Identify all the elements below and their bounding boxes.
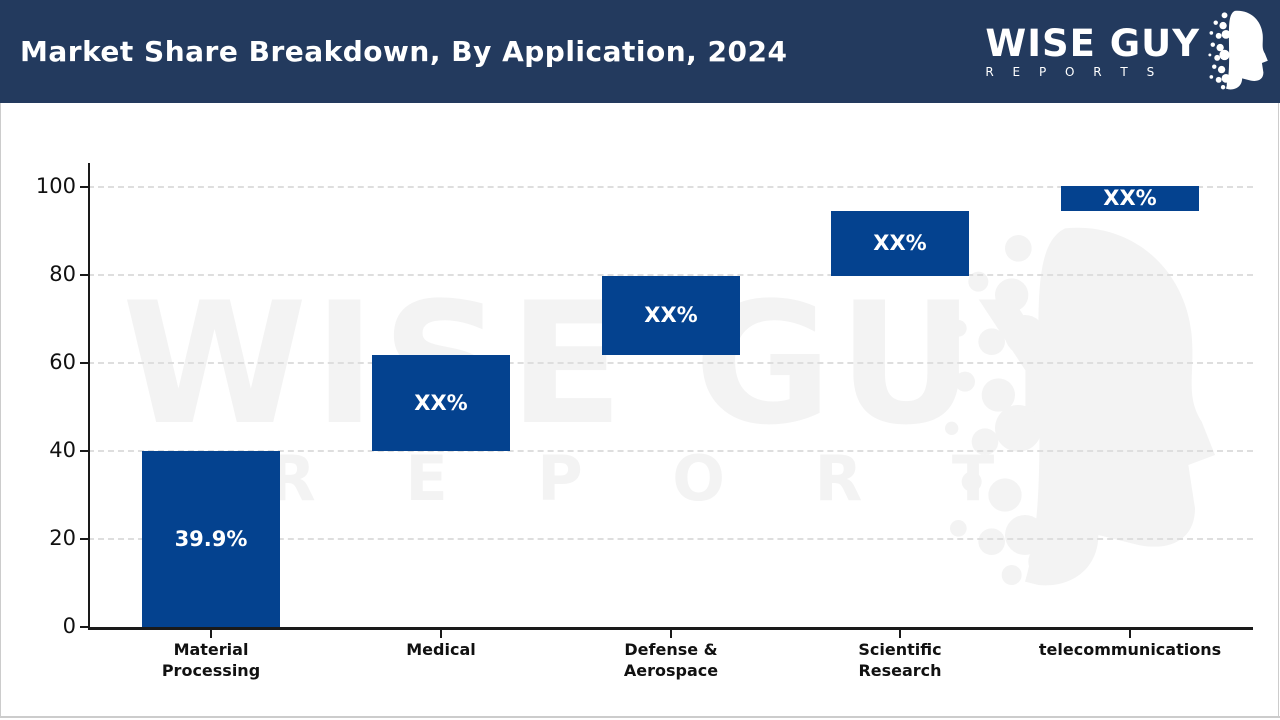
y-axis-tick-mark-40 [80, 450, 88, 452]
y-axis-line [88, 163, 90, 630]
x-axis-category-label-5: telecommunications [1038, 640, 1222, 659]
y-axis-tick-mark-20 [80, 538, 88, 540]
wiseguy-face-logo-icon [1208, 10, 1268, 89]
wiseguy-logo: WISE GUY R E P O R T S [985, 0, 1270, 103]
y-axis-tick-label-60: 60 [49, 350, 76, 374]
x-axis-category-label-1: Material Processing [161, 640, 261, 680]
watermark-text-reports: R E P O R T S [268, 442, 1163, 515]
x-axis-tick-mark-4 [899, 630, 901, 638]
x-axis-tick-mark-5 [1129, 630, 1131, 638]
bar-segment-1-text: 39.9% [174, 527, 248, 552]
y-axis-tick-mark-0 [80, 626, 88, 628]
y-axis-tick-label-20: 20 [49, 526, 76, 550]
gridline-20 [88, 538, 1253, 540]
wiseguy-face-watermark-icon [945, 227, 1215, 586]
bar-segment-4-text: XX% [873, 231, 927, 256]
x-axis-tick-mark-1 [210, 630, 212, 638]
bar-segment-3-text: XX% [644, 303, 698, 328]
page-right-border [1278, 103, 1279, 716]
y-axis-tick-label-100: 100 [35, 174, 76, 198]
header-bar: Market Share Breakdown, By Application, … [0, 0, 1280, 103]
x-axis-line [88, 627, 1253, 630]
bar-segment-2-text: XX% [414, 391, 468, 416]
page-left-border [0, 103, 1, 716]
y-axis-tick-label-0: 0 [62, 614, 76, 638]
y-axis-tick-label-40: 40 [49, 438, 76, 462]
gridline-80 [88, 274, 1253, 276]
y-axis-tick-mark-80 [80, 274, 88, 276]
x-axis-tick-mark-3 [670, 630, 672, 638]
chart-title: Market Share Breakdown, By Application, … [20, 35, 788, 68]
y-axis-tick-mark-60 [80, 362, 88, 364]
bar-segment-1: 39.9% [142, 451, 280, 627]
x-axis-category-label-4: Scientific Research [858, 640, 942, 680]
gridline-40 [88, 450, 1253, 452]
bar-segment-5-text: XX% [1103, 186, 1157, 211]
x-axis-tick-mark-2 [440, 630, 442, 638]
x-axis-category-label-3: Defense & Aerospace [623, 640, 719, 680]
bar-segment-4: XX% [831, 210, 969, 276]
x-axis-category-label-2: Medical [406, 640, 476, 659]
logo-sub-text: R E P O R T S [985, 64, 1162, 79]
bar-segment-2: XX% [372, 355, 510, 452]
gridline-60 [88, 362, 1253, 364]
bar-segment-3: XX% [602, 275, 740, 356]
logo-name-text: WISE GUY [985, 21, 1200, 65]
y-axis-tick-label-80: 80 [49, 262, 76, 286]
y-axis-tick-mark-100 [80, 186, 88, 188]
page-bottom-border [0, 716, 1280, 718]
bar-segment-5: XX% [1061, 186, 1199, 211]
gridline-100 [88, 186, 1253, 188]
